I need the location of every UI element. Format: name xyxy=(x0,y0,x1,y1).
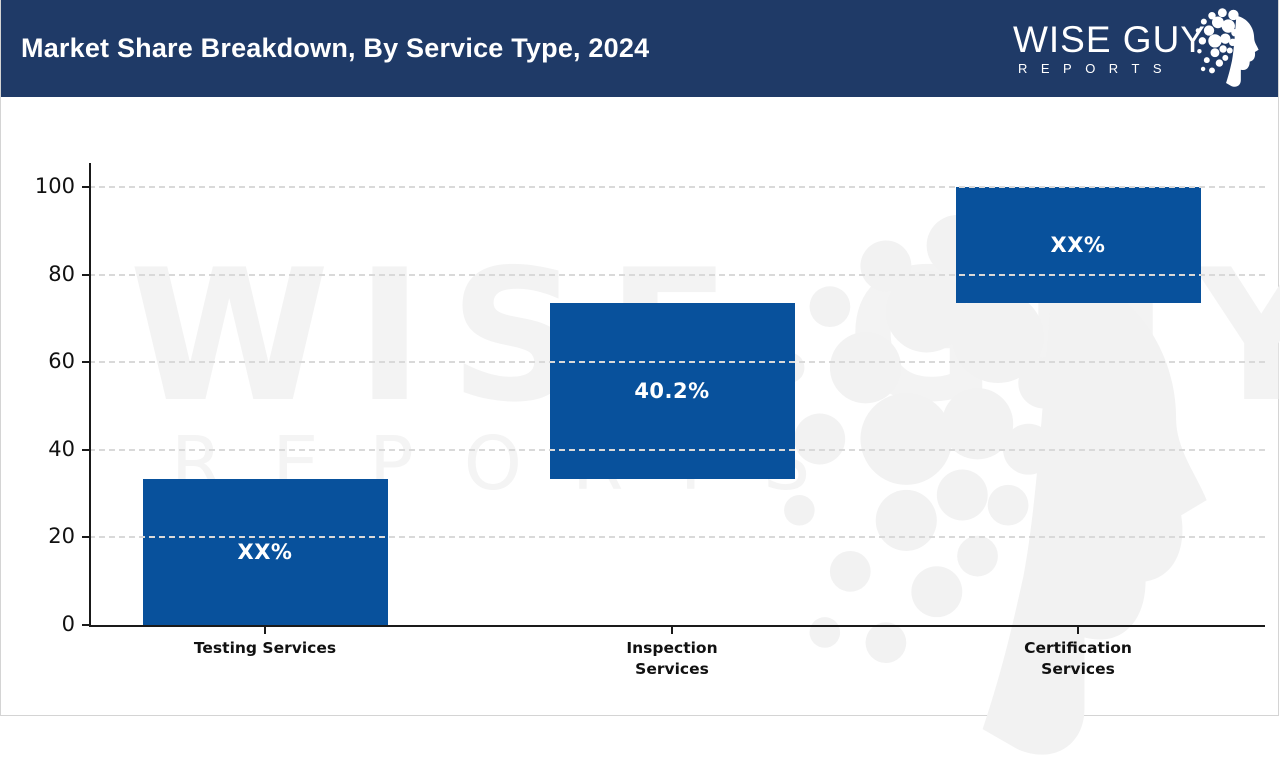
y-axis-line xyxy=(89,163,91,625)
x-tick-mark xyxy=(264,627,266,634)
bar-value-label: XX% xyxy=(237,539,293,564)
gridline-80 xyxy=(89,273,1265,276)
y-tick-mark xyxy=(82,273,89,276)
wiseguy-brand-text: WISE GUY xyxy=(1012,19,1206,60)
y-tick-label-20: 20 xyxy=(48,524,75,549)
x-tick-mark xyxy=(1077,627,1079,634)
chart-area: WISE GUY REPORTS XX%40.2%XX%020406080100… xyxy=(1,97,1280,755)
bar-value-label: XX% xyxy=(1050,232,1106,257)
wiseguy-logo-text: WISE GUY REPORTS xyxy=(1013,21,1206,76)
x-tick-mark xyxy=(671,627,673,634)
category-label-testing-services: Testing Services xyxy=(193,639,337,657)
y-tick-mark xyxy=(82,186,89,188)
bar-testing-services: XX% xyxy=(142,478,388,625)
bar-value-label: 40.2% xyxy=(634,378,710,403)
y-tick-mark xyxy=(82,624,89,626)
y-tick-label-60: 60 xyxy=(48,349,75,374)
wiseguy-reports-text: REPORTS xyxy=(1017,61,1176,76)
bar-certification: XX% xyxy=(955,187,1201,303)
y-tick-label-40: 40 xyxy=(48,436,75,461)
page-frame: Market Share Breakdown, By Service Type,… xyxy=(0,0,1280,755)
y-tick-mark xyxy=(82,448,89,451)
header-banner: Market Share Breakdown, By Service Type,… xyxy=(1,0,1278,97)
category-label-certification: Certification Services xyxy=(1024,639,1132,678)
gridline-60 xyxy=(89,361,1265,364)
y-tick-label-100: 100 xyxy=(34,174,75,198)
y-tick-label-0: 0 xyxy=(61,612,75,636)
gridline-20 xyxy=(89,536,1265,539)
x-axis-line xyxy=(89,625,1265,627)
chart-title: Market Share Breakdown, By Service Type,… xyxy=(21,33,650,63)
gridline-40 xyxy=(89,448,1265,451)
y-tick-label-80: 80 xyxy=(48,261,75,286)
wiseguy-logo: WISE GUY REPORTS xyxy=(1013,7,1278,91)
wiseguy-head-icon xyxy=(1195,7,1259,87)
bar-inspection: 40.2% xyxy=(549,302,795,479)
y-tick-mark xyxy=(82,536,89,539)
gridline-100 xyxy=(89,186,1265,188)
category-label-inspection: Inspection Services xyxy=(626,639,718,678)
y-tick-mark xyxy=(82,361,89,364)
